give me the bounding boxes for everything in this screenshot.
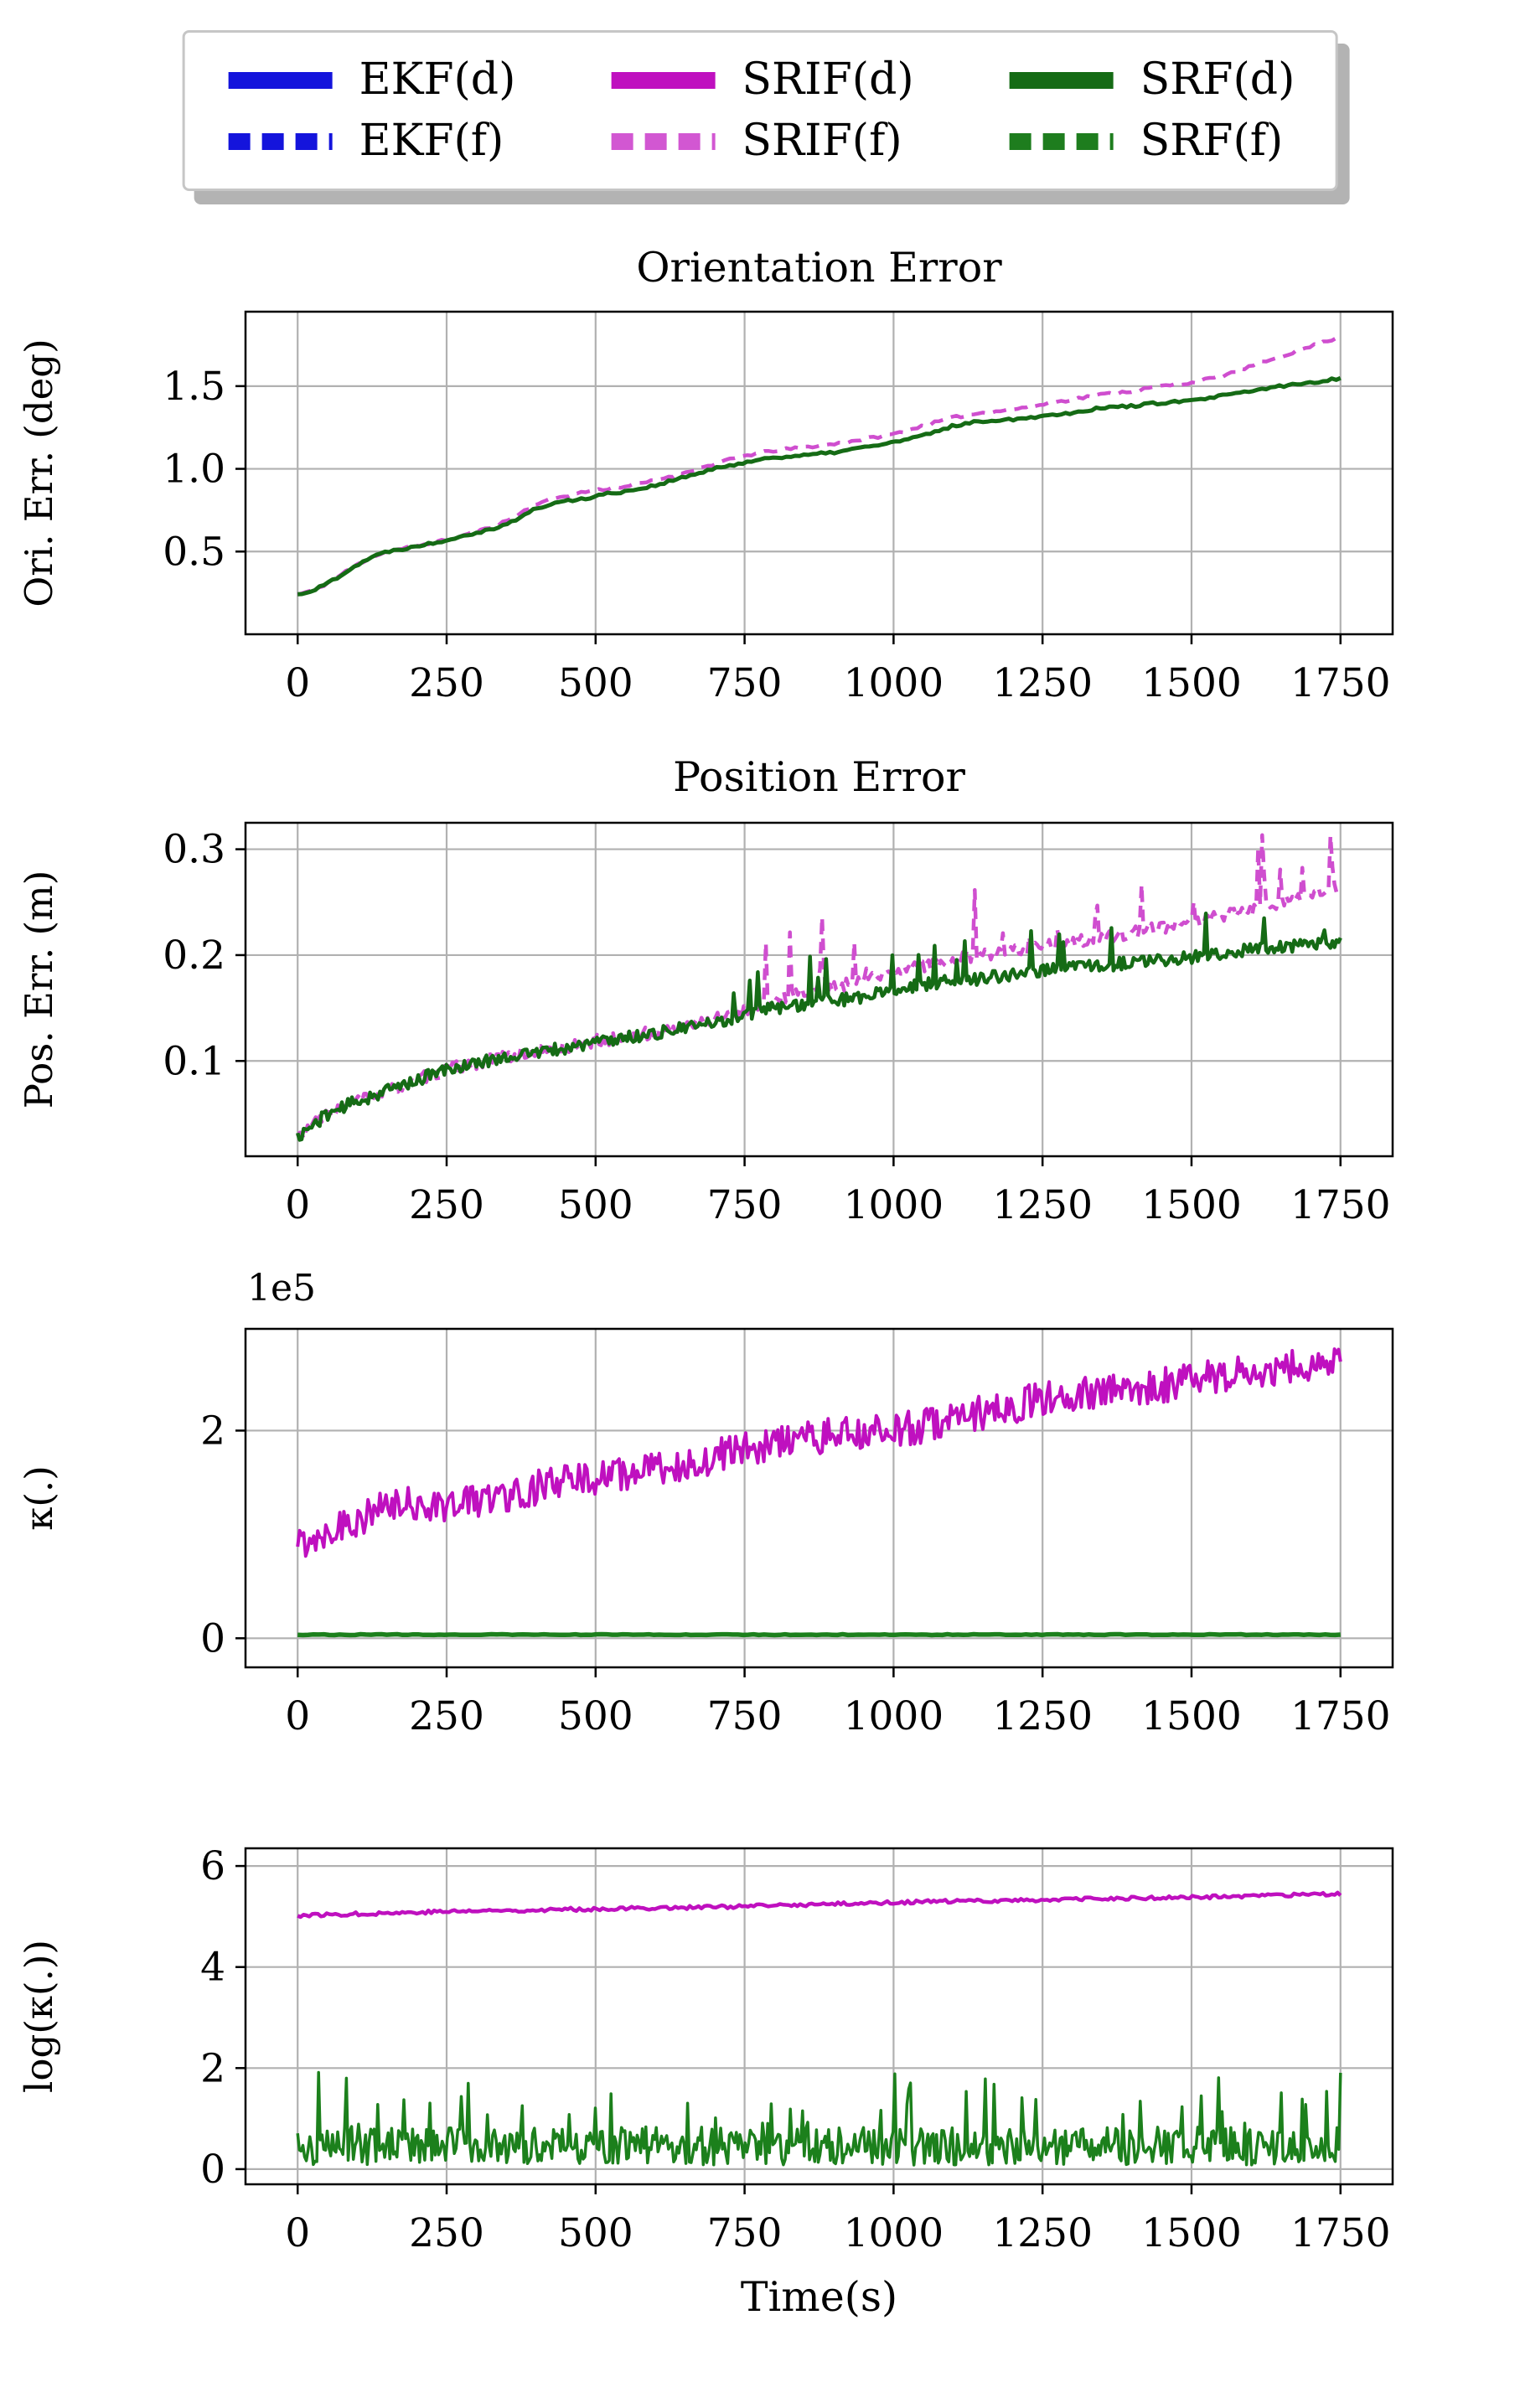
x-tick-label: 250 bbox=[409, 1693, 484, 1739]
series-line-SRIF bbox=[296, 1347, 1342, 1558]
y-tick-label: 0.5 bbox=[163, 529, 225, 575]
plot-condition-number: 0 250 500 750 1000 1250 1500 1750 0 2 1e5 κ(.) bbox=[17, 1267, 1394, 1739]
plot-position-error: 0 250 500 750 1000 1250 1500 1750 0.1 0.2 0.3 Posit… bbox=[17, 753, 1394, 1228]
series-line-SRF(d) bbox=[297, 375, 1342, 597]
y-tick-label: 4 bbox=[200, 1945, 225, 1991]
plot-title: Position Error bbox=[673, 753, 965, 801]
series-line-SRF(d) bbox=[296, 912, 1342, 1142]
x-tick-label: 500 bbox=[558, 1693, 633, 1739]
y-axis-label: Ori. Err. (deg) bbox=[17, 338, 61, 607]
y-tick-label: 0.3 bbox=[163, 827, 225, 873]
legend-swatch-srif-f bbox=[611, 132, 716, 150]
y-tick-label: 0.2 bbox=[163, 933, 225, 979]
x-tick-label: 1750 bbox=[1290, 1182, 1391, 1228]
x-tick-label: 1250 bbox=[992, 1182, 1093, 1228]
legend-label-ekf-f: EKF(f) bbox=[359, 116, 504, 166]
x-tick-label: 250 bbox=[409, 2210, 484, 2256]
x-tick-label: 1000 bbox=[844, 1693, 944, 1739]
legend-swatch-srf-f bbox=[1009, 132, 1114, 150]
y-tick-label: 6 bbox=[200, 1843, 225, 1889]
offset-text: 1e5 bbox=[247, 1267, 316, 1310]
x-tick-label: 0 bbox=[285, 2210, 310, 2256]
x-tick-label: 500 bbox=[558, 660, 633, 706]
x-tick-label: 1500 bbox=[1141, 2210, 1242, 2256]
x-tick-label: 1000 bbox=[844, 660, 944, 706]
legend-item-srif-d: SRIF(d) bbox=[607, 53, 914, 107]
x-tick-label: 1750 bbox=[1290, 1693, 1391, 1739]
series-line-SRIF(f) bbox=[297, 334, 1342, 597]
x-tick-label: 1500 bbox=[1141, 1182, 1242, 1228]
y-axis-label: log(κ(.)) bbox=[17, 1940, 61, 2093]
legend-item-ekf-f: EKF(f) bbox=[225, 114, 516, 168]
plot-orientation-error: 0 250 500 750 1000 1250 1500 1750 0.5 1.0 1.5 Orien… bbox=[17, 244, 1394, 706]
x-tick-label: 1250 bbox=[992, 660, 1093, 706]
x-tick-label: 0 bbox=[285, 1182, 310, 1228]
legend-label-srf-d: SRF(d) bbox=[1140, 54, 1295, 105]
x-tick-label: 750 bbox=[707, 660, 783, 706]
y-tick-label: 0 bbox=[200, 2147, 225, 2193]
legend-item-srif-f: SRIF(f) bbox=[607, 114, 913, 168]
series-line-SRIF bbox=[297, 1890, 1342, 1920]
axes-box bbox=[244, 310, 1394, 636]
y-tick-label: 2 bbox=[200, 2045, 225, 2091]
legend-swatch-srf-d bbox=[1009, 71, 1114, 89]
plot-log-condition-number: 0 250 500 750 1000 1250 1500 1750 0 2 4 6 log(κ(.)) T… bbox=[17, 1843, 1394, 2321]
x-tick-label: 1500 bbox=[1141, 1693, 1242, 1739]
legend: EKF(d) EKF(f) SRIF(d) SRIF(f) SRF(d) SRF… bbox=[182, 30, 1338, 191]
x-tick-label: 500 bbox=[558, 1182, 633, 1228]
x-tick-label: 0 bbox=[285, 660, 310, 706]
x-tick-label: 1250 bbox=[992, 1693, 1093, 1739]
x-tick-label: 1000 bbox=[844, 2210, 944, 2256]
legend-swatch-srif-d bbox=[611, 71, 716, 89]
x-tick-label: 500 bbox=[558, 2210, 633, 2256]
legend-label-ekf-d: EKF(d) bbox=[359, 54, 516, 105]
x-tick-label: 250 bbox=[409, 660, 484, 706]
y-axis-label: Pos. Err. (m) bbox=[17, 871, 61, 1109]
x-tick-label: 750 bbox=[707, 1693, 783, 1739]
x-tick-label: 1750 bbox=[1290, 2210, 1391, 2256]
legend-label-srif-f: SRIF(f) bbox=[742, 116, 902, 166]
x-tick-label: 750 bbox=[707, 1182, 783, 1228]
x-tick-label: 0 bbox=[285, 1693, 310, 1739]
legend-label-srif-d: SRIF(d) bbox=[742, 54, 914, 105]
x-tick-label: 250 bbox=[409, 1182, 484, 1228]
x-tick-label: 1750 bbox=[1290, 660, 1391, 706]
axes-box bbox=[244, 1847, 1394, 2186]
legend-swatch-ekf-f bbox=[228, 132, 333, 150]
x-tick-label: 1000 bbox=[844, 1182, 944, 1228]
legend-item-srf-d: SRF(d) bbox=[1006, 53, 1295, 107]
x-tick-label: 1250 bbox=[992, 2210, 1093, 2256]
y-tick-label: 0.1 bbox=[163, 1038, 225, 1084]
axes-box bbox=[244, 1327, 1394, 1669]
y-tick-label: 2 bbox=[200, 1408, 225, 1454]
axes-box bbox=[244, 821, 1394, 1158]
y-tick-label: 1.5 bbox=[163, 364, 225, 410]
series-line-SRF bbox=[296, 2070, 1342, 2167]
x-tick-label: 1500 bbox=[1141, 660, 1242, 706]
legend-item-ekf-d: EKF(d) bbox=[225, 53, 516, 107]
y-axis-label: κ(.) bbox=[17, 1465, 61, 1531]
x-tick-label: 750 bbox=[707, 2210, 783, 2256]
y-tick-label: 0 bbox=[200, 1615, 225, 1661]
plot-title: Orientation Error bbox=[636, 244, 1002, 292]
y-tick-label: 1.0 bbox=[163, 447, 225, 493]
legend-swatch-ekf-d bbox=[228, 71, 333, 89]
legend-item-srf-f: SRF(f) bbox=[1006, 114, 1295, 168]
legend-label-srf-f: SRF(f) bbox=[1140, 116, 1284, 166]
x-axis-label: Time(s) bbox=[741, 2273, 897, 2321]
